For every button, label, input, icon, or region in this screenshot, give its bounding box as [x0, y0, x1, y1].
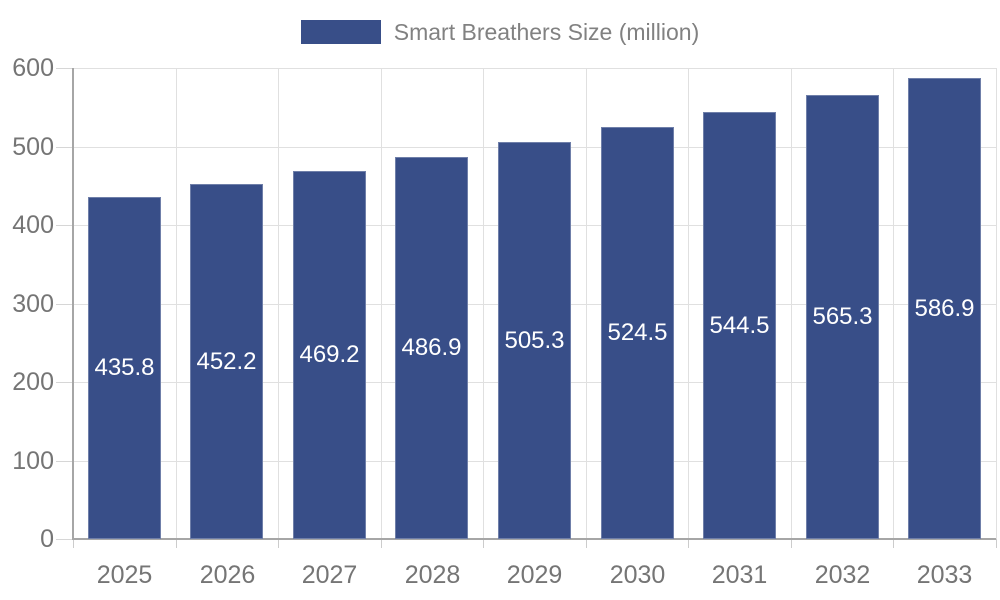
x-axis-label: 2031: [711, 561, 768, 589]
x-axis-tick: [791, 539, 792, 548]
legend-swatch: [300, 20, 381, 44]
y-axis-tick: [56, 539, 73, 540]
axis-spine-left: [72, 68, 74, 539]
bar-value-label: 586.9: [914, 294, 975, 322]
bar: 505.3: [498, 142, 571, 539]
y-axis-label: 100: [12, 447, 54, 475]
y-axis-label: 0: [40, 525, 54, 553]
x-axis-tick: [893, 539, 894, 548]
y-axis-label: 600: [12, 54, 54, 82]
y-axis-tick: [56, 382, 73, 383]
gridline-vertical: [176, 68, 177, 539]
axis-spine-bottom: [72, 538, 996, 540]
y-axis-label: 300: [12, 290, 54, 318]
legend-label: Smart Breathers Size (million): [393, 19, 700, 45]
bar: 586.9: [908, 78, 981, 539]
x-axis-tick: [586, 539, 587, 548]
bar: 524.5: [601, 127, 674, 539]
bar: 565.3: [806, 95, 879, 539]
x-axis-tick: [483, 539, 484, 548]
gridline-vertical: [893, 68, 894, 539]
x-axis-tick: [996, 539, 997, 548]
x-axis-label: 2032: [814, 561, 871, 589]
bar-value-label: 486.9: [401, 334, 462, 361]
y-axis-tick: [56, 304, 73, 305]
x-axis-tick: [278, 539, 279, 548]
x-axis-tick: [73, 539, 74, 548]
y-axis-tick: [56, 225, 73, 226]
x-axis-label: 2033: [916, 561, 973, 589]
x-axis-label: 2027: [301, 561, 358, 589]
y-axis-label: 500: [12, 133, 54, 161]
bar-value-label: 435.8: [94, 354, 155, 381]
x-axis-tick: [381, 539, 382, 548]
bar: 544.5: [703, 112, 776, 539]
bar: 452.2: [190, 184, 263, 539]
bar-value-label: 565.3: [812, 303, 873, 330]
y-axis-tick: [56, 461, 73, 462]
gridline-vertical: [586, 68, 587, 539]
bar-value-label: 452.2: [196, 347, 257, 375]
bar: 435.8: [88, 197, 161, 539]
bar-value-label: 524.5: [607, 319, 668, 346]
bar: 469.2: [293, 171, 366, 539]
gridline-vertical: [381, 68, 382, 539]
x-axis-label: 2025: [96, 561, 153, 589]
x-axis-label: 2029: [506, 561, 563, 589]
x-axis-tick: [176, 539, 177, 548]
x-axis-tick: [688, 539, 689, 548]
y-axis-tick: [56, 68, 73, 69]
x-axis-label: 2026: [199, 561, 256, 589]
x-axis-label: 2028: [404, 561, 461, 589]
x-axis-label: 2030: [609, 561, 666, 589]
y-axis-label: 200: [12, 368, 54, 396]
y-axis-tick: [56, 147, 73, 148]
bar-value-label: 505.3: [504, 326, 565, 354]
bar: 486.9: [395, 157, 468, 539]
gridline-horizontal: [73, 68, 996, 69]
gridline-vertical: [791, 68, 792, 539]
gridline-vertical: [278, 68, 279, 539]
bar-value-label: 544.5: [709, 311, 770, 339]
gridline-vertical: [996, 68, 997, 539]
legend: Smart Breathers Size (million): [0, 20, 1000, 44]
y-axis-label: 400: [12, 211, 54, 239]
gridline-vertical: [483, 68, 484, 539]
bar-value-label: 469.2: [299, 341, 360, 368]
gridline-vertical: [688, 68, 689, 539]
